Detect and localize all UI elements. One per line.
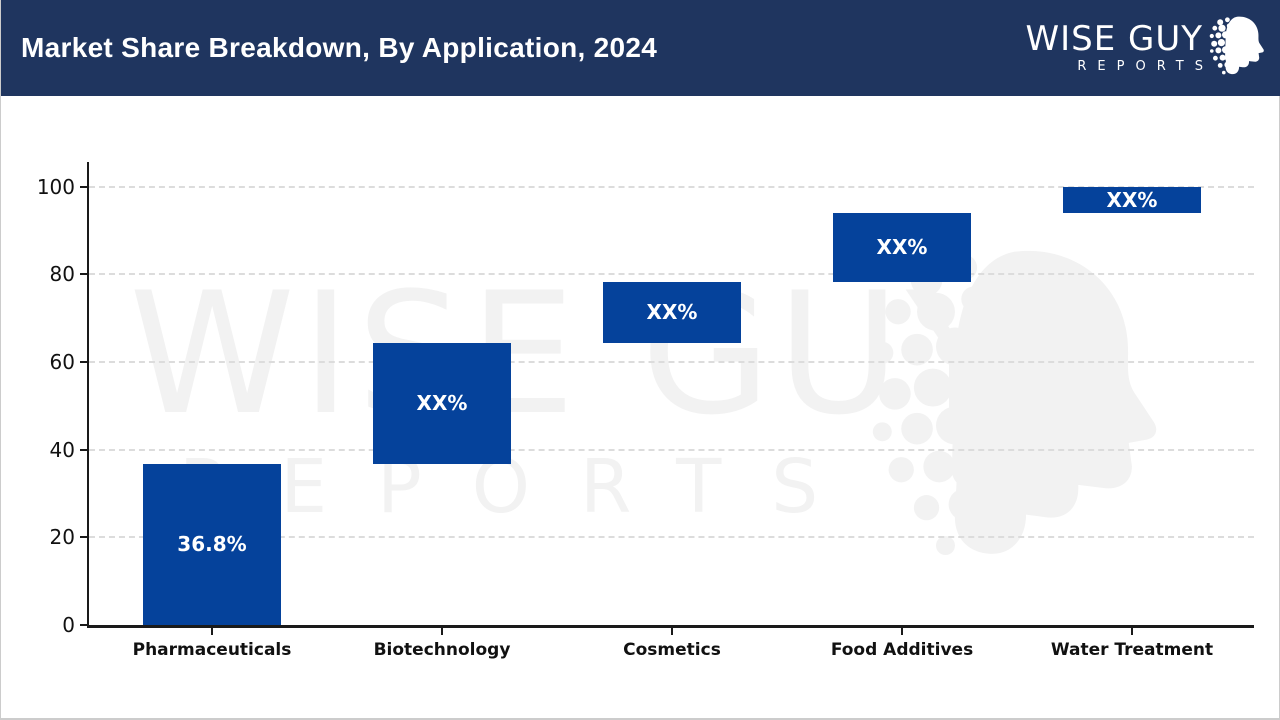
- bar-value-label: XX%: [416, 391, 468, 416]
- bar-value-label: XX%: [1106, 187, 1158, 212]
- brand-name: WISE GUY: [1025, 18, 1203, 59]
- brand-text: WISE GUY REPORTS: [1025, 18, 1203, 74]
- y-tickmark-20: [80, 536, 87, 539]
- page-title: Market Share Breakdown, By Application, …: [21, 32, 658, 63]
- gridline-60: [89, 360, 1254, 363]
- bar-value-label: XX%: [876, 235, 928, 260]
- x-label-biotechnology: Biotechnology: [373, 640, 511, 660]
- x-label-pharmaceuticals: Pharmaceuticals: [132, 640, 292, 660]
- y-axis-line: [87, 162, 89, 628]
- bar-cosmetics: XX%: [603, 281, 741, 343]
- y-tickmark-60: [80, 360, 87, 363]
- x-label-cosmetics: Cosmetics: [623, 640, 721, 660]
- x-tickmark-2: [441, 628, 443, 635]
- y-tickmark-40: [80, 448, 87, 451]
- y-tick-label-60: 60: [49, 349, 75, 374]
- bar-value-label: XX%: [646, 300, 698, 325]
- x-label-water-treatment: Water Treatment: [1050, 640, 1214, 660]
- brand-subtitle: REPORTS: [1077, 59, 1214, 75]
- y-tick-label-100: 100: [36, 174, 75, 199]
- gridline-100: [89, 185, 1254, 188]
- header: Market Share Breakdown, By Application, …: [1, 0, 1280, 96]
- x-tickmark-1: [211, 628, 213, 635]
- y-tick-label-20: 20: [49, 525, 75, 550]
- bar-value-label: 36.8%: [177, 532, 247, 557]
- y-tick-label-40: 40: [49, 437, 75, 462]
- y-tickmark-0: [80, 624, 87, 626]
- bar-food-additives: XX%: [833, 213, 971, 282]
- bar-biotechnology: XX%: [373, 342, 511, 464]
- y-tickmark-80: [80, 273, 87, 276]
- x-axis-line: [87, 625, 1254, 628]
- y-tick-label-0: 0: [62, 613, 75, 637]
- bar-water-treatment: XX%: [1063, 186, 1201, 214]
- x-tickmark-3: [671, 628, 673, 635]
- y-tickmark-100: [80, 185, 87, 188]
- x-tickmark-5: [1131, 628, 1133, 635]
- x-label-food-additives: Food Additives: [830, 640, 974, 660]
- bar-pharmaceuticals: 36.8%: [143, 463, 281, 625]
- brand-logo: WISE GUY REPORTS: [1025, 8, 1280, 88]
- x-tickmark-4: [901, 628, 903, 635]
- y-tick-label-80: 80: [49, 262, 75, 287]
- gridline-20: [89, 536, 1254, 539]
- gridline-40: [89, 448, 1254, 451]
- gridline-80: [89, 273, 1254, 276]
